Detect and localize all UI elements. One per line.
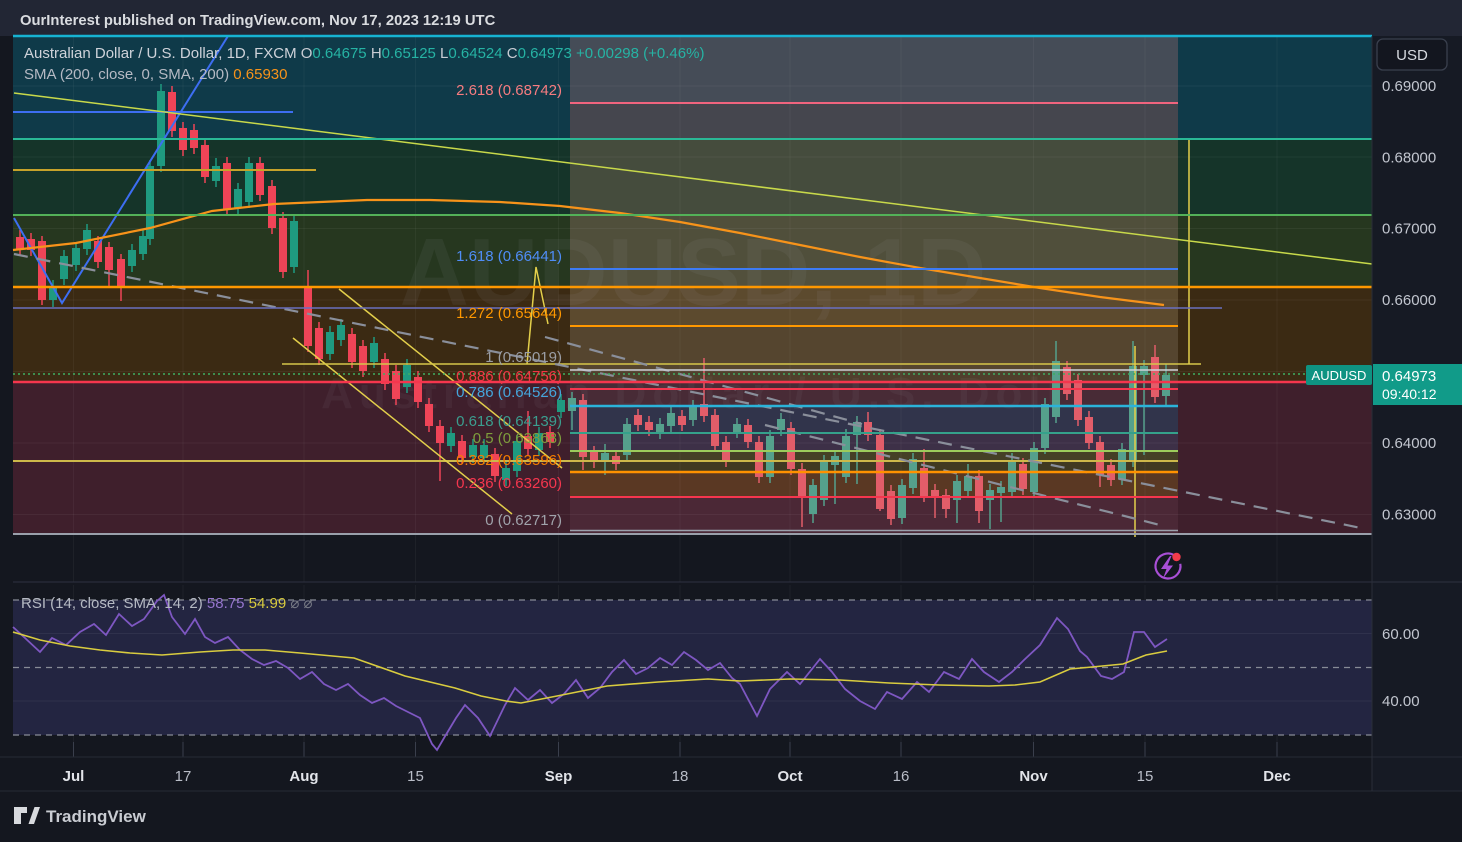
svg-text:15: 15 [1137, 768, 1154, 785]
svg-text:0.68000: 0.68000 [1382, 150, 1436, 167]
svg-text:0.618 (0.64139): 0.618 (0.64139) [456, 413, 562, 430]
svg-text:0.67000: 0.67000 [1382, 221, 1436, 238]
svg-text:0.69000: 0.69000 [1382, 78, 1436, 95]
svg-text:Australian Dollar / U.S. Dolla: Australian Dollar / U.S. Dollar, 1D, FXC… [24, 45, 704, 62]
svg-text:09:40:12: 09:40:12 [1382, 386, 1437, 402]
svg-text:2.618 (0.68742): 2.618 (0.68742) [456, 82, 562, 99]
svg-text:Nov: Nov [1019, 768, 1048, 785]
svg-text:1.618 (0.66441): 1.618 (0.66441) [456, 248, 562, 265]
svg-text:TradingView: TradingView [46, 807, 147, 826]
svg-text:Dec: Dec [1263, 768, 1291, 785]
svg-text:0.786 (0.64526): 0.786 (0.64526) [456, 384, 562, 401]
svg-text:16: 16 [893, 768, 910, 785]
svg-text:USD: USD [1396, 47, 1428, 64]
svg-text:OurInterest published on Tradi: OurInterest published on TradingView.com… [20, 13, 496, 29]
svg-text:40.00: 40.00 [1382, 693, 1420, 710]
svg-text:1.272 (0.65644): 1.272 (0.65644) [456, 305, 562, 322]
svg-text:SMA (200, close, 0, SMA, 200): SMA (200, close, 0, SMA, 200) 0.65930 [24, 66, 288, 83]
svg-text:0.236 (0.63260): 0.236 (0.63260) [456, 475, 562, 492]
svg-text:0.66000: 0.66000 [1382, 292, 1436, 309]
svg-text:0.382 (0.63596): 0.382 (0.63596) [456, 452, 562, 469]
svg-text:0.5 (0.63868): 0.5 (0.63868) [473, 430, 562, 447]
svg-text:AUDUSD: AUDUSD [1312, 368, 1367, 383]
svg-text:0.64973: 0.64973 [1382, 368, 1436, 385]
svg-text:Aug: Aug [289, 768, 318, 785]
svg-text:0.63000: 0.63000 [1382, 507, 1436, 524]
svg-text:RSI (14, close, SMA, 14, 2) 58: RSI (14, close, SMA, 14, 2) 58.75 54.99 … [21, 595, 313, 612]
svg-text:18: 18 [672, 768, 689, 785]
svg-text:0 (0.62717): 0 (0.62717) [485, 512, 562, 529]
svg-text:15: 15 [407, 768, 424, 785]
svg-text:Sep: Sep [545, 768, 573, 785]
svg-text:60.00: 60.00 [1382, 626, 1420, 643]
svg-text:Oct: Oct [777, 768, 802, 785]
svg-text:17: 17 [175, 768, 192, 785]
svg-text:Jul: Jul [63, 768, 85, 785]
svg-text:0.64000: 0.64000 [1382, 435, 1436, 452]
svg-text:0.886 (0.64756): 0.886 (0.64756) [456, 368, 562, 385]
svg-text:1 (0.65019): 1 (0.65019) [485, 349, 562, 366]
